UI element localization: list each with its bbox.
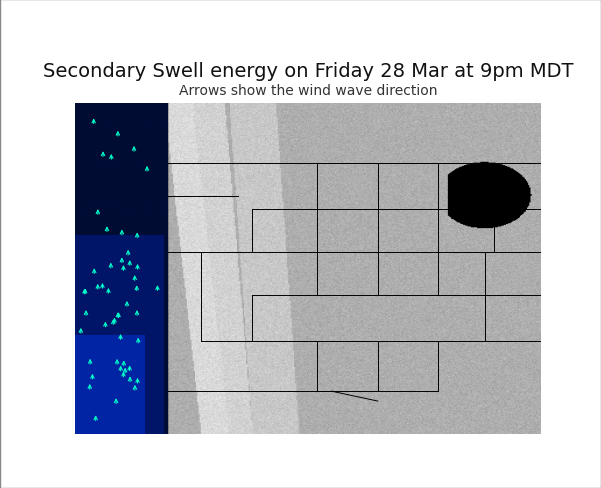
Text: Arrows show the wind wave direction: Arrows show the wind wave direction — [178, 84, 438, 98]
FancyBboxPatch shape — [75, 103, 178, 434]
FancyBboxPatch shape — [75, 335, 145, 434]
Text: Secondary Swell energy on Friday 28 Mar at 9pm MDT: Secondary Swell energy on Friday 28 Mar … — [43, 61, 573, 81]
FancyBboxPatch shape — [75, 236, 163, 434]
